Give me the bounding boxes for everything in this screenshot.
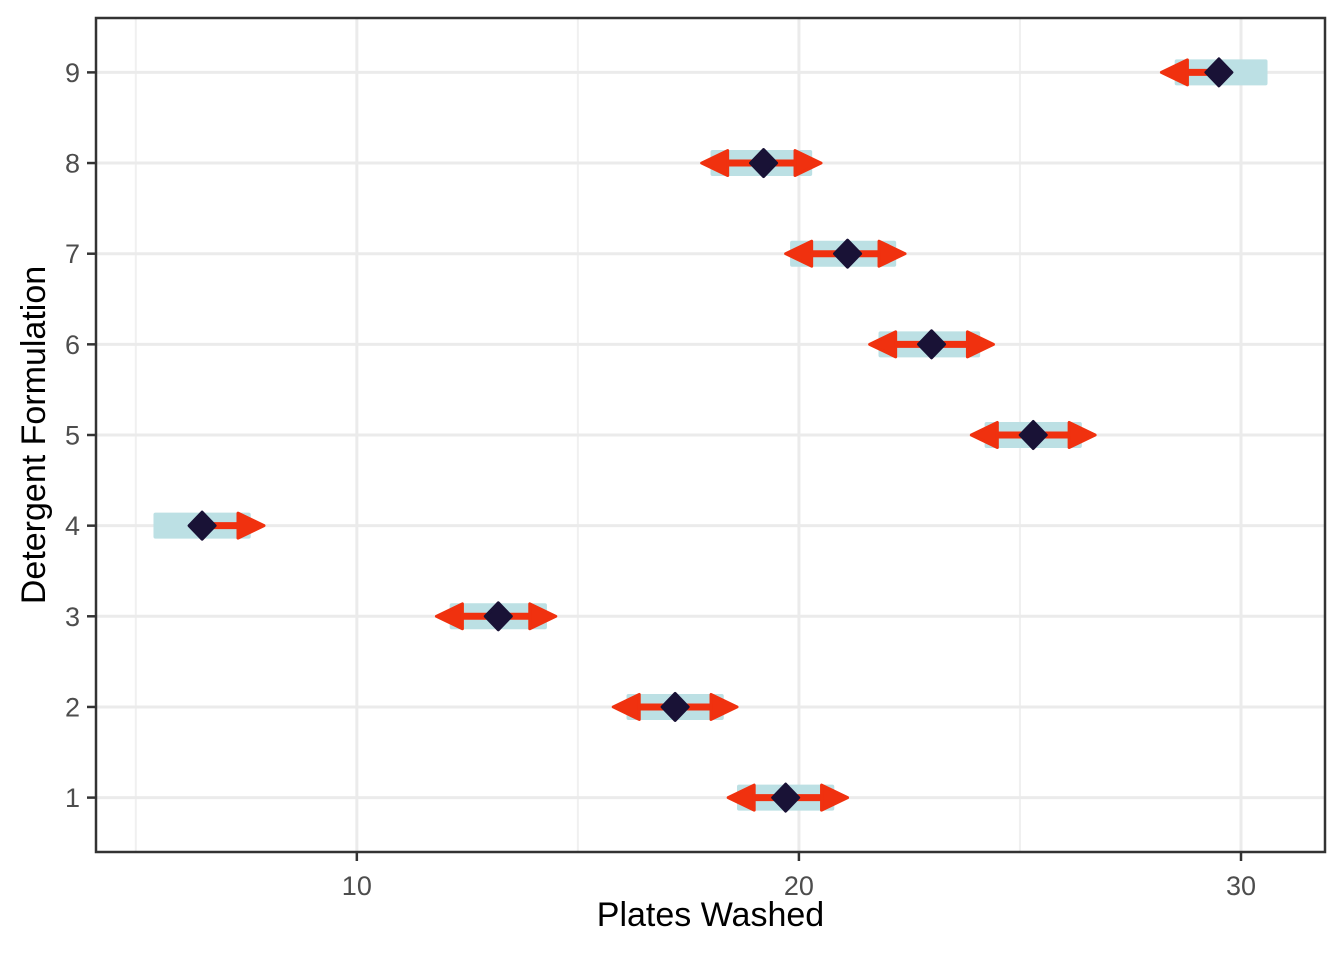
estimate-point: [833, 238, 863, 269]
y-tick-label: 3: [65, 602, 80, 632]
x-tick-label: 30: [1226, 871, 1256, 901]
y-axis-title: Detergent Formulation: [15, 265, 53, 605]
x-tick-label: 10: [342, 871, 372, 901]
y-tick-label: 9: [65, 58, 80, 88]
right-arrowhead: [1067, 421, 1097, 449]
estimate-point: [1018, 420, 1048, 450]
y-tick-label: 7: [65, 239, 80, 269]
estimate-point: [660, 691, 690, 722]
y-tick-label: 8: [65, 149, 80, 179]
estimate-point: [483, 601, 513, 632]
right-arrowhead: [528, 602, 558, 631]
left-arrowhead: [611, 692, 641, 721]
right-arrowhead: [965, 330, 995, 359]
estimate-point: [1204, 57, 1234, 88]
right-arrowhead: [820, 783, 850, 812]
left-arrowhead: [784, 239, 814, 268]
left-arrowhead: [868, 330, 898, 359]
estimate-point: [187, 510, 217, 541]
left-arrowhead: [726, 783, 756, 812]
x-axis-title: Plates Washed: [596, 896, 825, 934]
x-tick-label: 20: [784, 871, 814, 901]
y-tick-label: 2: [65, 692, 80, 722]
y-tick-label: 6: [65, 330, 80, 360]
left-arrowhead: [1159, 58, 1189, 87]
y-tick-label: 5: [65, 421, 80, 451]
left-arrowhead: [700, 149, 730, 178]
estimate-point: [749, 148, 779, 179]
y-tick-label: 4: [65, 511, 80, 541]
estimate-point: [771, 782, 801, 813]
right-arrowhead: [236, 511, 266, 540]
right-arrowhead: [877, 239, 907, 268]
right-arrowhead: [709, 692, 739, 721]
left-arrowhead: [434, 602, 464, 631]
y-tick-label: 1: [65, 783, 80, 813]
left-arrowhead: [969, 421, 999, 449]
estimate-point: [917, 329, 947, 360]
right-arrowhead: [793, 149, 823, 178]
